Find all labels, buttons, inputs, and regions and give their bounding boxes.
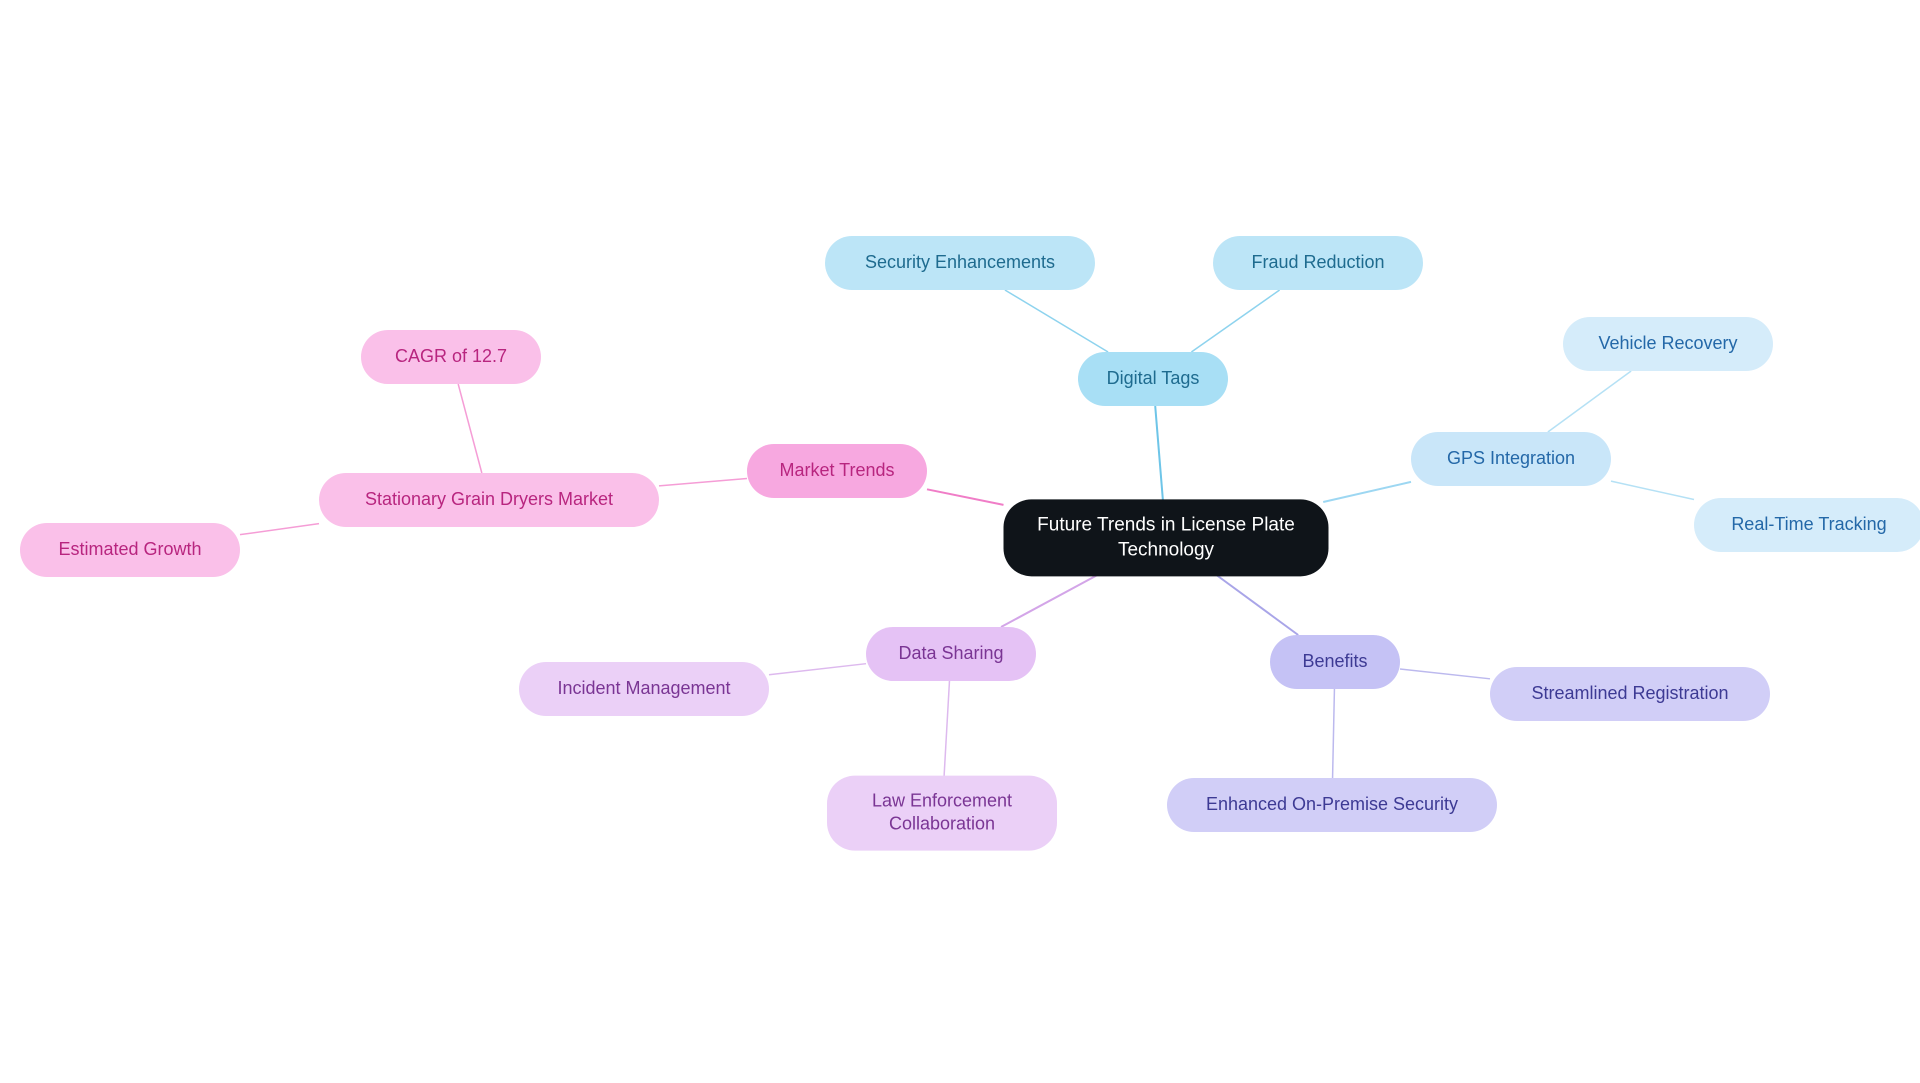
node-center: Future Trends in License Plate Technolog… bbox=[1004, 499, 1329, 576]
mindmap-edges bbox=[0, 0, 1920, 1083]
edge-digital_tags-security_enh bbox=[1005, 290, 1108, 352]
node-cagr: CAGR of 12.7 bbox=[361, 330, 541, 384]
node-realtime: Real-Time Tracking bbox=[1694, 498, 1920, 552]
edge-center-benefits bbox=[1215, 574, 1298, 635]
node-data_sharing: Data Sharing bbox=[866, 627, 1036, 681]
edge-market-grain bbox=[659, 479, 747, 486]
node-digital_tags: Digital Tags bbox=[1078, 352, 1228, 406]
node-incident: Incident Management bbox=[519, 662, 769, 716]
edge-benefits-streamlined bbox=[1400, 669, 1490, 679]
node-streamlined: Streamlined Registration bbox=[1490, 667, 1770, 721]
edge-center-market bbox=[927, 489, 1004, 505]
edge-grain-est_growth bbox=[240, 524, 319, 535]
node-vehicle_rec: Vehicle Recovery bbox=[1563, 317, 1773, 371]
edge-digital_tags-fraud_red bbox=[1191, 290, 1279, 352]
edge-gps-realtime bbox=[1611, 481, 1694, 499]
node-grain: Stationary Grain Dryers Market bbox=[319, 473, 659, 527]
node-enhanced_sec: Enhanced On-Premise Security bbox=[1167, 778, 1497, 832]
node-benefits: Benefits bbox=[1270, 635, 1400, 689]
node-gps: GPS Integration bbox=[1411, 432, 1611, 486]
edge-gps-vehicle_rec bbox=[1548, 371, 1631, 432]
edge-data_sharing-incident bbox=[769, 664, 866, 675]
node-law_enf: Law Enforcement Collaboration bbox=[827, 776, 1057, 851]
edge-center-gps bbox=[1323, 482, 1411, 502]
edge-center-digital_tags bbox=[1155, 406, 1163, 502]
edge-data_sharing-law_enf bbox=[944, 681, 949, 777]
node-fraud_red: Fraud Reduction bbox=[1213, 236, 1423, 290]
node-security_enh: Security Enhancements bbox=[825, 236, 1095, 290]
edge-benefits-enhanced_sec bbox=[1333, 689, 1335, 778]
edge-grain-cagr bbox=[458, 384, 482, 473]
node-est_growth: Estimated Growth bbox=[20, 523, 240, 577]
edge-center-data_sharing bbox=[1001, 574, 1099, 627]
node-market: Market Trends bbox=[747, 444, 927, 498]
